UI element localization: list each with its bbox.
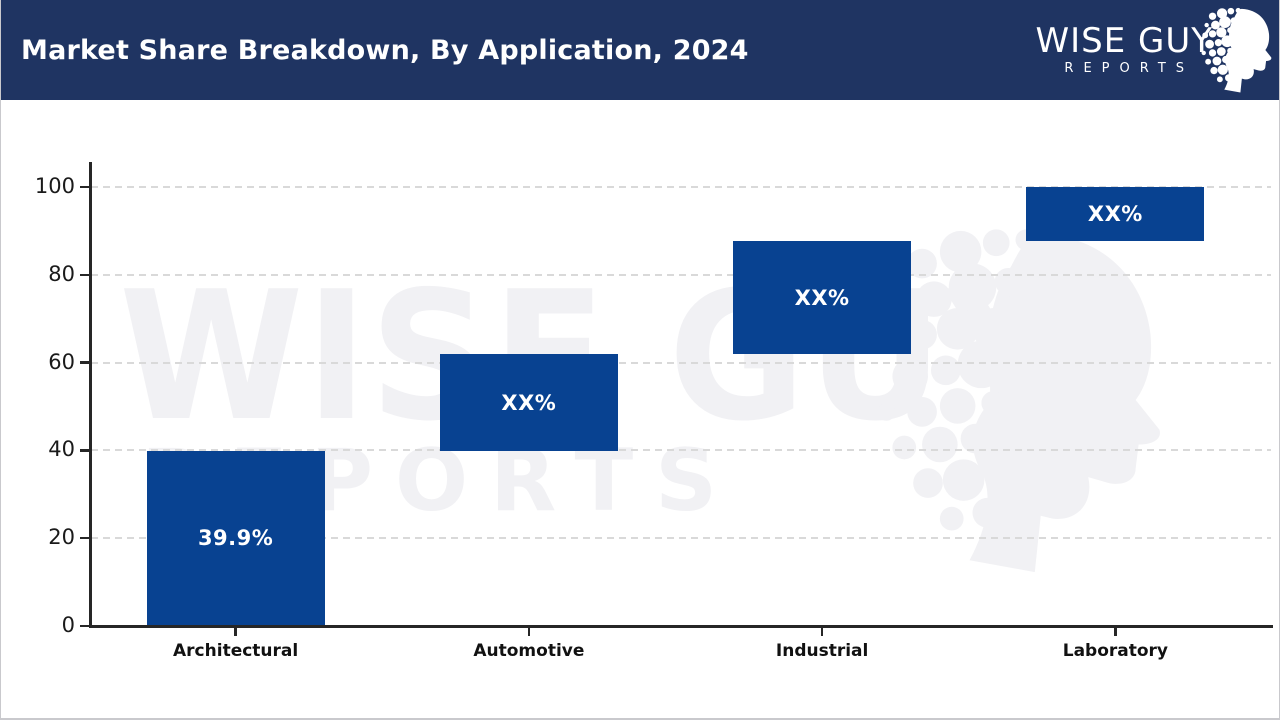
bar-value-label: XX% xyxy=(501,390,557,415)
x-tick-label: Laboratory xyxy=(1062,641,1169,661)
y-tick-mark xyxy=(80,273,89,277)
x-tick-label: Architectural xyxy=(173,641,299,661)
x-tick-mark xyxy=(234,628,237,636)
bar-segment-industrial: XX% xyxy=(733,241,912,355)
gridline xyxy=(91,361,1271,364)
brand-subtitle: REPORTS xyxy=(1064,61,1195,77)
x-tick-label: Automotive xyxy=(473,641,585,661)
y-tick-label: 20 xyxy=(48,525,75,550)
x-axis xyxy=(89,625,1273,628)
bar-value-label: 39.9% xyxy=(197,526,274,551)
bar-segment-architectural: 39.9% xyxy=(146,450,325,626)
y-tick-mark xyxy=(80,361,89,364)
gridline xyxy=(91,273,1271,276)
y-axis xyxy=(89,162,92,627)
chart-title: Market Share Breakdown, By Application, … xyxy=(21,34,749,66)
brand-text: WISE GUY REPORTS xyxy=(1035,20,1213,77)
y-tick-label: 0 xyxy=(61,613,75,637)
header-bar: Market Share Breakdown, By Application, … xyxy=(1,0,1279,100)
gridline xyxy=(91,537,1271,540)
x-tick-label: Industrial xyxy=(775,641,869,661)
x-tick-mark xyxy=(527,628,531,636)
y-tick-label: 60 xyxy=(48,349,75,374)
y-tick-mark xyxy=(80,624,89,628)
bar-segment-automotive: XX% xyxy=(439,354,618,451)
y-tick-label: 80 xyxy=(48,261,75,286)
bar-segment-laboratory: XX% xyxy=(1026,187,1205,242)
y-tick-mark xyxy=(80,185,89,189)
y-tick-label: 40 xyxy=(48,437,75,462)
y-tick-mark xyxy=(80,449,89,452)
brand-name: WISE GUY xyxy=(1035,20,1213,61)
bar-value-label: XX% xyxy=(794,285,850,310)
x-tick-mark xyxy=(1114,628,1117,636)
brand-logo: WISE GUY REPORTS xyxy=(1035,6,1279,94)
gridline xyxy=(91,449,1271,452)
bar-value-label: XX% xyxy=(1087,202,1143,227)
y-tick-label: 100 xyxy=(34,174,75,198)
gridline xyxy=(91,186,1271,188)
x-tick-mark xyxy=(820,628,824,636)
y-tick-mark xyxy=(80,536,89,540)
